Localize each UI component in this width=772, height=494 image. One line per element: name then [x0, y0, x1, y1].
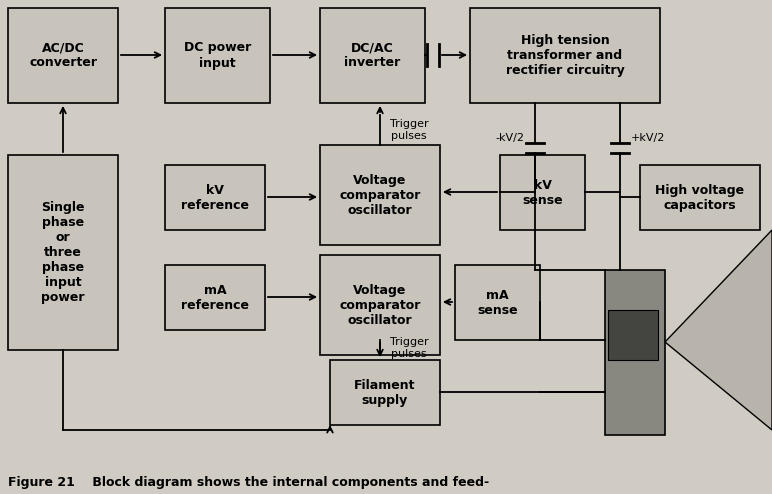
Bar	[165, 165, 265, 230]
Text: mA
reference: mA reference	[181, 284, 249, 312]
Bar	[330, 360, 440, 425]
Bar	[320, 8, 425, 103]
Bar	[608, 310, 658, 360]
Bar	[640, 165, 760, 230]
Bar	[320, 145, 440, 245]
Polygon shape	[665, 230, 772, 430]
Text: Figure 21    Block diagram shows the internal components and feed-: Figure 21 Block diagram shows the intern…	[8, 476, 489, 489]
Text: -kV/2: -kV/2	[496, 133, 524, 143]
Bar	[470, 8, 660, 103]
Text: +kV/2: +kV/2	[631, 133, 665, 143]
Text: Voltage
comparator
oscillator: Voltage comparator oscillator	[340, 173, 421, 216]
Bar	[320, 255, 440, 355]
Text: Voltage
comparator
oscillator: Voltage comparator oscillator	[340, 284, 421, 327]
Bar	[605, 270, 665, 435]
Bar	[8, 8, 118, 103]
Text: Filament
supply: Filament supply	[354, 378, 416, 407]
Text: DC/AC
inverter: DC/AC inverter	[344, 41, 401, 70]
Text: High tension
transformer and
rectifier circuitry: High tension transformer and rectifier c…	[506, 34, 625, 77]
Text: High voltage
capacitors: High voltage capacitors	[655, 183, 744, 211]
Bar	[8, 155, 118, 350]
Text: Single
phase
or
three
phase
input
power: Single phase or three phase input power	[41, 201, 85, 304]
Bar	[455, 265, 540, 340]
Bar	[165, 8, 270, 103]
Text: DC power
input: DC power input	[184, 41, 251, 70]
Text: Trigger
pulses: Trigger pulses	[390, 337, 428, 359]
Text: kV
reference: kV reference	[181, 183, 249, 211]
Text: AC/DC
converter: AC/DC converter	[29, 41, 97, 70]
Bar	[500, 155, 585, 230]
Bar	[165, 265, 265, 330]
Text: kV
sense: kV sense	[522, 178, 563, 206]
Text: mA
sense: mA sense	[477, 288, 518, 317]
Text: Trigger
pulses: Trigger pulses	[390, 119, 428, 141]
